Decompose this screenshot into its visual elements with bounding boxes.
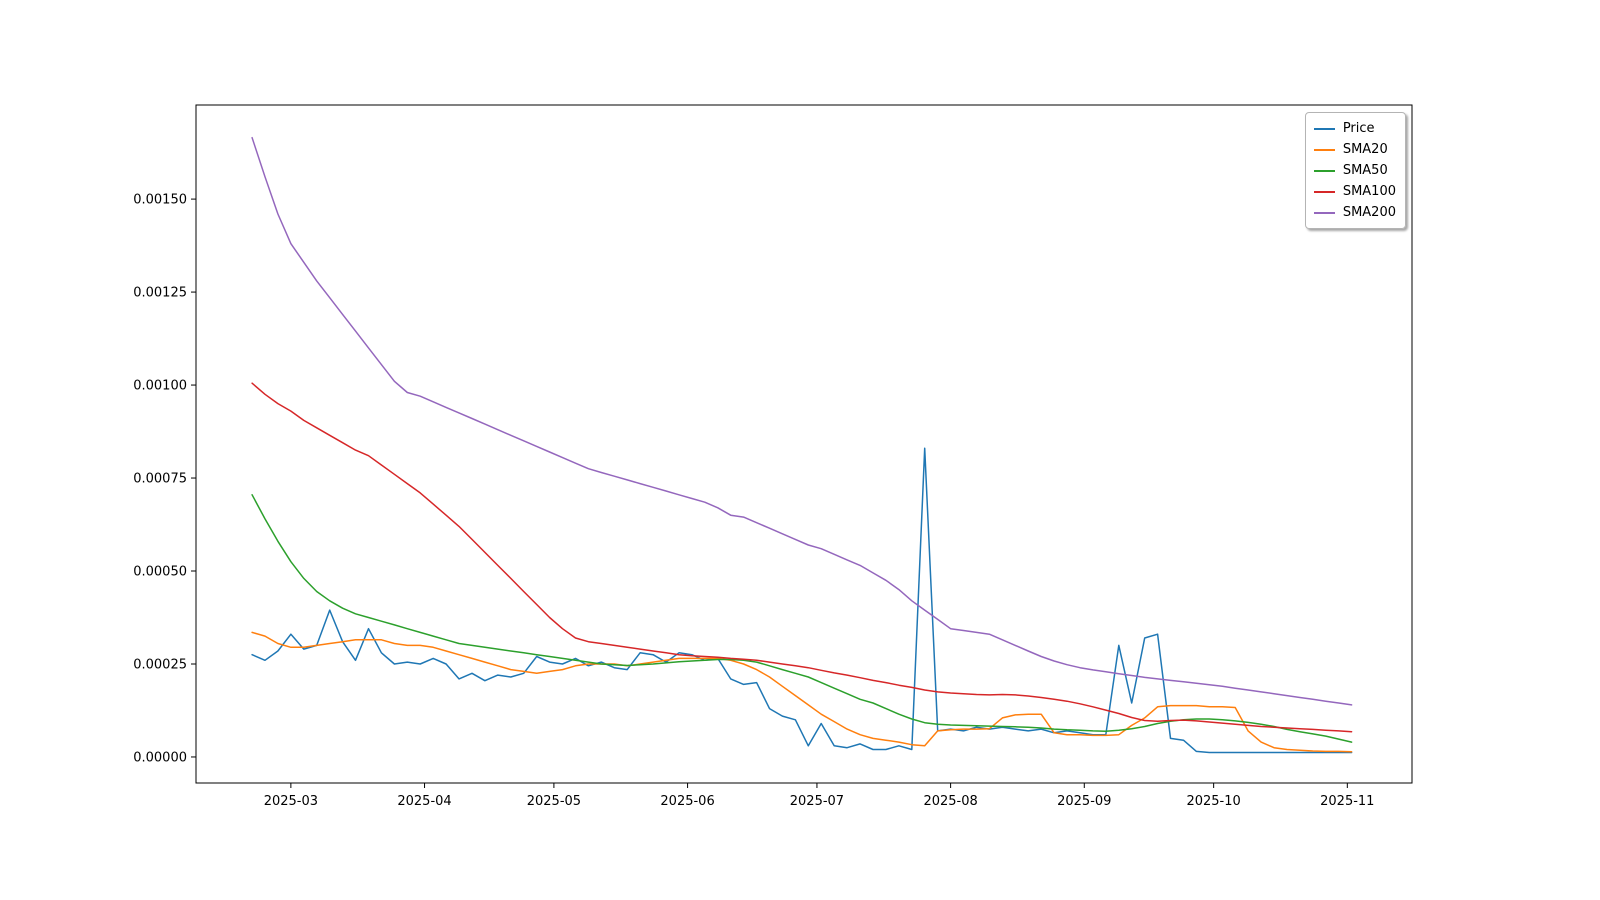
- legend-line-swatch-sma100: [1313, 190, 1335, 193]
- x-tick-label: 2025-09: [1057, 794, 1111, 809]
- y-tick-label: 0.00125: [133, 286, 187, 301]
- legend-item-sma20: SMA20: [1313, 139, 1396, 160]
- series-line-sma20: [251, 631, 1353, 753]
- legend-item-sma200: SMA200: [1313, 202, 1396, 223]
- legend-item-sma100: SMA100: [1313, 181, 1396, 202]
- legend-item-sma50: SMA50: [1313, 160, 1396, 181]
- series-line-sma200: [251, 136, 1353, 706]
- legend-line-swatch-price: [1313, 127, 1335, 130]
- plot-border: [195, 104, 1413, 784]
- x-tick-label: 2025-11: [1320, 794, 1374, 809]
- legend-label-sma50: SMA50: [1342, 163, 1388, 178]
- y-tick-label: 0.00050: [133, 565, 187, 580]
- y-tick-label: 0.00100: [133, 379, 187, 394]
- x-tick-label: 2025-05: [527, 794, 581, 809]
- y-tick-label: 0.00025: [133, 657, 187, 672]
- series-line-sma50: [251, 494, 1353, 743]
- series-line-sma100: [251, 382, 1353, 733]
- y-tick-label: 0.00150: [133, 193, 187, 208]
- legend-label-sma20: SMA20: [1342, 142, 1388, 157]
- legend-label-price: Price: [1342, 121, 1375, 136]
- legend-label-sma200: SMA200: [1342, 205, 1396, 220]
- legend-line-swatch-sma200: [1313, 211, 1335, 214]
- x-tick-label: 2025-03: [264, 794, 318, 809]
- series-line-price: [251, 447, 1353, 754]
- legend-item-price: Price: [1313, 118, 1396, 139]
- x-tick-label: 2025-06: [660, 794, 714, 809]
- legend: Price SMA20 SMA50 SMA100 SMA200: [1304, 112, 1406, 229]
- x-tick-label: 2025-04: [397, 794, 451, 809]
- y-tick-label: 0.00075: [133, 472, 187, 487]
- y-tick-label: 0.00000: [133, 750, 187, 765]
- legend-line-swatch-sma50: [1313, 169, 1335, 172]
- x-tick-label: 2025-10: [1186, 794, 1240, 809]
- legend-label-sma100: SMA100: [1342, 184, 1396, 199]
- x-tick-label: 2025-07: [790, 794, 844, 809]
- x-tick-label: 2025-08: [923, 794, 977, 809]
- legend-line-swatch-sma20: [1313, 148, 1335, 151]
